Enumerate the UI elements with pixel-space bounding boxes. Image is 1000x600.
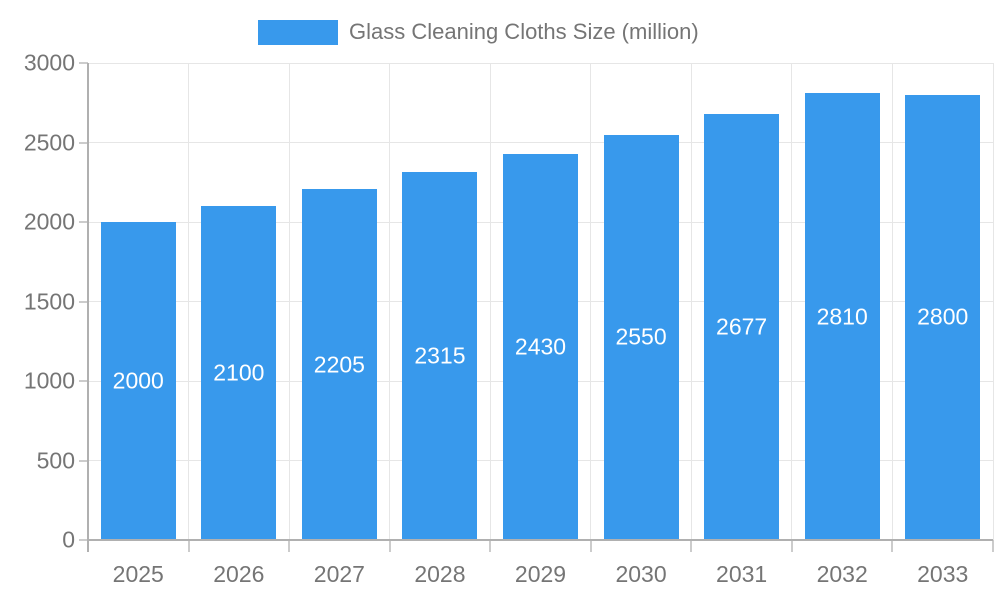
v-gridline — [188, 63, 190, 540]
x-axis-tick — [489, 540, 492, 552]
y-axis-label: 2000 — [23, 208, 75, 235]
y-axis-label: 500 — [36, 447, 75, 473]
v-gridline — [891, 63, 893, 540]
bar-value-label: 2550 — [615, 323, 667, 350]
legend[interactable]: Glass Cleaning Cloths Size (million) — [258, 19, 699, 45]
v-gridline — [590, 63, 592, 540]
bar[interactable] — [804, 93, 880, 540]
bar[interactable] — [603, 134, 679, 540]
x-axis-label: 2027 — [313, 561, 365, 587]
x-axis-label: 2030 — [615, 561, 667, 587]
x-axis-tick — [388, 540, 391, 552]
x-axis-tick — [187, 540, 190, 552]
h-gridline — [88, 62, 993, 64]
x-axis-label: 2026 — [213, 561, 265, 587]
y-axis-label: 3000 — [23, 49, 75, 76]
x-axis-label: 2028 — [414, 561, 466, 587]
legend-swatch-icon — [258, 19, 338, 45]
legend-label: Glass Cleaning Cloths Size (million) — [349, 19, 699, 44]
x-axis-label: 2029 — [514, 561, 567, 587]
x-axis-tick — [992, 540, 994, 552]
bar-value-label: 2100 — [213, 359, 265, 386]
bar[interactable] — [402, 171, 478, 540]
x-axis-label: 2033 — [917, 561, 969, 587]
x-axis-tick — [589, 540, 592, 552]
x-axis-tick — [288, 540, 291, 552]
bar-value-label: 2810 — [816, 303, 868, 330]
y-axis-label: 1000 — [23, 367, 75, 394]
y-axis-tick — [79, 459, 88, 462]
y-axis-tick — [79, 141, 88, 144]
v-gridline — [992, 63, 994, 540]
bar[interactable] — [704, 114, 780, 540]
y-axis-label: 0 — [62, 526, 75, 553]
y-axis-tick — [79, 221, 88, 223]
y-axis-tick — [79, 539, 88, 541]
x-axis-tick — [790, 540, 793, 552]
y-axis-line — [87, 63, 89, 552]
bar[interactable] — [201, 206, 277, 540]
x-axis-label: 2032 — [816, 561, 868, 587]
bar[interactable] — [905, 94, 981, 540]
x-axis-tick — [891, 540, 894, 552]
y-axis-label: 1500 — [23, 288, 75, 314]
x-axis-line — [88, 539, 993, 541]
bar-value-label: 2000 — [112, 367, 164, 394]
h-gridline — [88, 142, 993, 143]
bar-value-label: 2677 — [716, 313, 768, 340]
y-axis-tick — [79, 62, 88, 64]
bar[interactable] — [100, 222, 176, 540]
v-gridline — [690, 63, 692, 540]
v-gridline — [791, 63, 793, 540]
y-axis-tick — [79, 300, 88, 303]
bar-value-label: 2430 — [514, 333, 567, 360]
v-gridline — [389, 63, 391, 540]
x-axis-label: 2031 — [716, 561, 768, 587]
x-axis-label: 2025 — [112, 561, 164, 587]
bar-value-label: 2205 — [313, 351, 365, 378]
v-gridline — [489, 63, 491, 540]
bar-value-label: 2800 — [917, 303, 969, 330]
bar[interactable] — [503, 153, 578, 540]
bar-value-label: 2315 — [414, 342, 466, 369]
y-axis-label: 2500 — [23, 129, 75, 155]
x-axis-tick — [690, 540, 693, 552]
bar[interactable] — [301, 189, 377, 540]
v-gridline — [288, 63, 290, 540]
y-axis-tick — [79, 380, 88, 382]
